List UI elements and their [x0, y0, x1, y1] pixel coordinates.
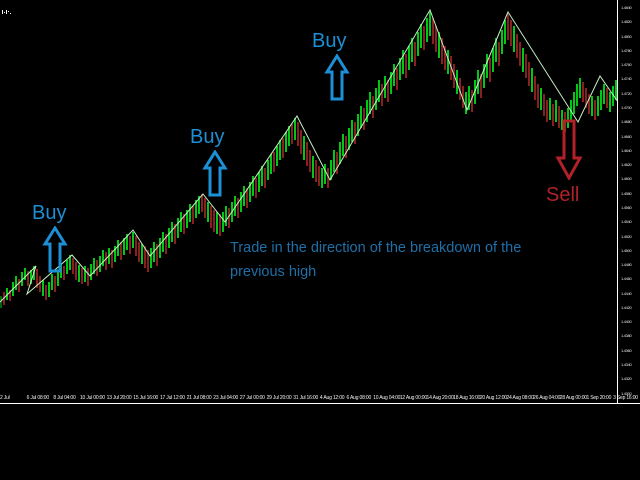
- price-axis-tick: 1.4600: [621, 176, 632, 182]
- price-axis-tick: 1.4300: [621, 390, 632, 396]
- time-axis-tick: 29 Jul 20:00: [266, 394, 292, 401]
- time-axis-tick: 18 Aug 16:00: [453, 394, 481, 401]
- price-axis-tick: 1.4520: [621, 233, 632, 239]
- buy-annotation-2[interactable]: Buy: [190, 126, 228, 198]
- chart-note-line-2: previous high: [230, 264, 317, 280]
- buy-arrow-up-icon-2: [202, 150, 228, 198]
- price-axis-tick: 1.4640: [621, 147, 632, 153]
- time-axis-tick: 6 Jul 08:00: [26, 394, 49, 401]
- chart-note-line-1: Trade in the direction of the breakdown …: [230, 240, 522, 256]
- price-axis-tick: 1.4320: [621, 376, 632, 382]
- price-axis-tick: 1.4620: [621, 162, 632, 168]
- candlestick-series: [0, 12, 617, 308]
- time-axis-line: [0, 403, 640, 404]
- time-axis-tick: 17 Jul 12:00: [159, 394, 185, 401]
- time-axis-tick: 6 Aug 08:00: [346, 394, 372, 401]
- time-axis-tick: 24 Aug 08:00: [506, 394, 534, 401]
- price-axis-line: [617, 0, 618, 404]
- time-axis-tick: 14 Aug 20:00: [426, 394, 454, 401]
- price-axis-tick: 1.4760: [621, 62, 632, 68]
- sell-label-1: Sell: [546, 184, 580, 206]
- price-axis-tick: 1.4720: [621, 90, 632, 96]
- price-axis-tick: 1.4460: [621, 276, 632, 282]
- buy-label-1: Buy: [32, 202, 67, 224]
- time-axis-tick: 23 Jul 04:00: [213, 394, 239, 401]
- time-axis-tick: 8 Jul 04:00: [53, 394, 76, 401]
- sell-annotation-1[interactable]: Sell: [546, 118, 584, 206]
- time-axis-tick: 15 Jul 16:00: [133, 394, 159, 401]
- price-axis-tick: 1.4780: [621, 47, 632, 53]
- buy-arrow-up-icon-1: [42, 226, 68, 274]
- time-axis-tick: 1 Sep 20:00: [586, 394, 612, 401]
- price-chart-plot-area[interactable]: [0, 0, 618, 402]
- price-axis-tick: 1.4380: [621, 333, 632, 339]
- time-axis-tick: 4 Aug 12:00: [319, 394, 345, 401]
- price-axis-tick: 1.4440: [621, 290, 632, 296]
- time-axis-tick: 12 Aug 00:00: [399, 394, 427, 401]
- time-axis-tick: 26 Aug 04:00: [533, 394, 561, 401]
- price-axis-tick: 1.4360: [621, 347, 632, 353]
- time-axis-tick: 27 Jul 00:00: [239, 394, 265, 401]
- buy-label-3: Buy: [312, 30, 347, 52]
- price-axis-tick: 1.4800: [621, 33, 632, 39]
- time-axis-tick: 28 Aug 00:00: [559, 394, 587, 401]
- buy-label-2: Buy: [190, 126, 225, 148]
- price-axis-tick: 1.4540: [621, 219, 632, 225]
- plot-background: [0, 0, 618, 402]
- price-axis-tick: 1.4420: [621, 304, 632, 310]
- time-axis-tick: 2 Jul: [0, 394, 10, 401]
- price-axis-tick: 1.4680: [621, 119, 632, 125]
- price-axis-tick: 1.4560: [621, 204, 632, 210]
- price-axis[interactable]: 1.4840 1.4820 1.4800 1.4780 1.4760 1.4740 1.47…: [619, 0, 640, 402]
- price-axis-tick: 1.4840: [621, 5, 632, 10]
- buy-annotation-1[interactable]: Buy: [32, 202, 68, 274]
- time-axis-tick: 31 Jul 16:00: [293, 394, 319, 401]
- buy-annotation-3[interactable]: Buy: [312, 30, 350, 102]
- time-axis-tick: 20 Aug 12:00: [479, 394, 507, 401]
- time-axis[interactable]: 2 Jul 6 Jul 08:00 8 Jul 04:00 10 Jul 00:00 1…: [0, 392, 640, 403]
- price-axis-tick: 1.4700: [621, 104, 632, 110]
- zigzag-trendlines: [0, 8, 618, 303]
- time-axis-tick: 21 Jul 08:00: [186, 394, 212, 401]
- buy-arrow-up-icon-3: [324, 54, 350, 102]
- price-axis-tick: 1.4340: [621, 362, 632, 368]
- time-axis-tick: 3 Sep 16:00: [613, 394, 638, 401]
- price-axis-tick: 1.4740: [621, 76, 632, 82]
- time-axis-tick: 10 Jul 00:00: [79, 394, 105, 401]
- price-axis-tick: 1.4400: [621, 319, 632, 325]
- time-axis-tick: 10 Aug 04:00: [373, 394, 401, 401]
- chart-note-annotation: Trade in the direction of the breakdown …: [230, 236, 610, 284]
- sell-arrow-down-icon-1: [554, 118, 584, 180]
- price-axis-tick: 1.4820: [621, 19, 632, 25]
- candlestick-svg: [0, 0, 618, 402]
- corner-artifact: [2, 2, 12, 14]
- price-axis-tick: 1.4660: [621, 133, 632, 139]
- price-axis-tick: 1.4480: [621, 262, 632, 268]
- time-axis-tick: 13 Jul 20:00: [106, 394, 132, 401]
- price-axis-tick: 1.4500: [621, 247, 632, 253]
- price-axis-tick: 1.4580: [621, 190, 632, 196]
